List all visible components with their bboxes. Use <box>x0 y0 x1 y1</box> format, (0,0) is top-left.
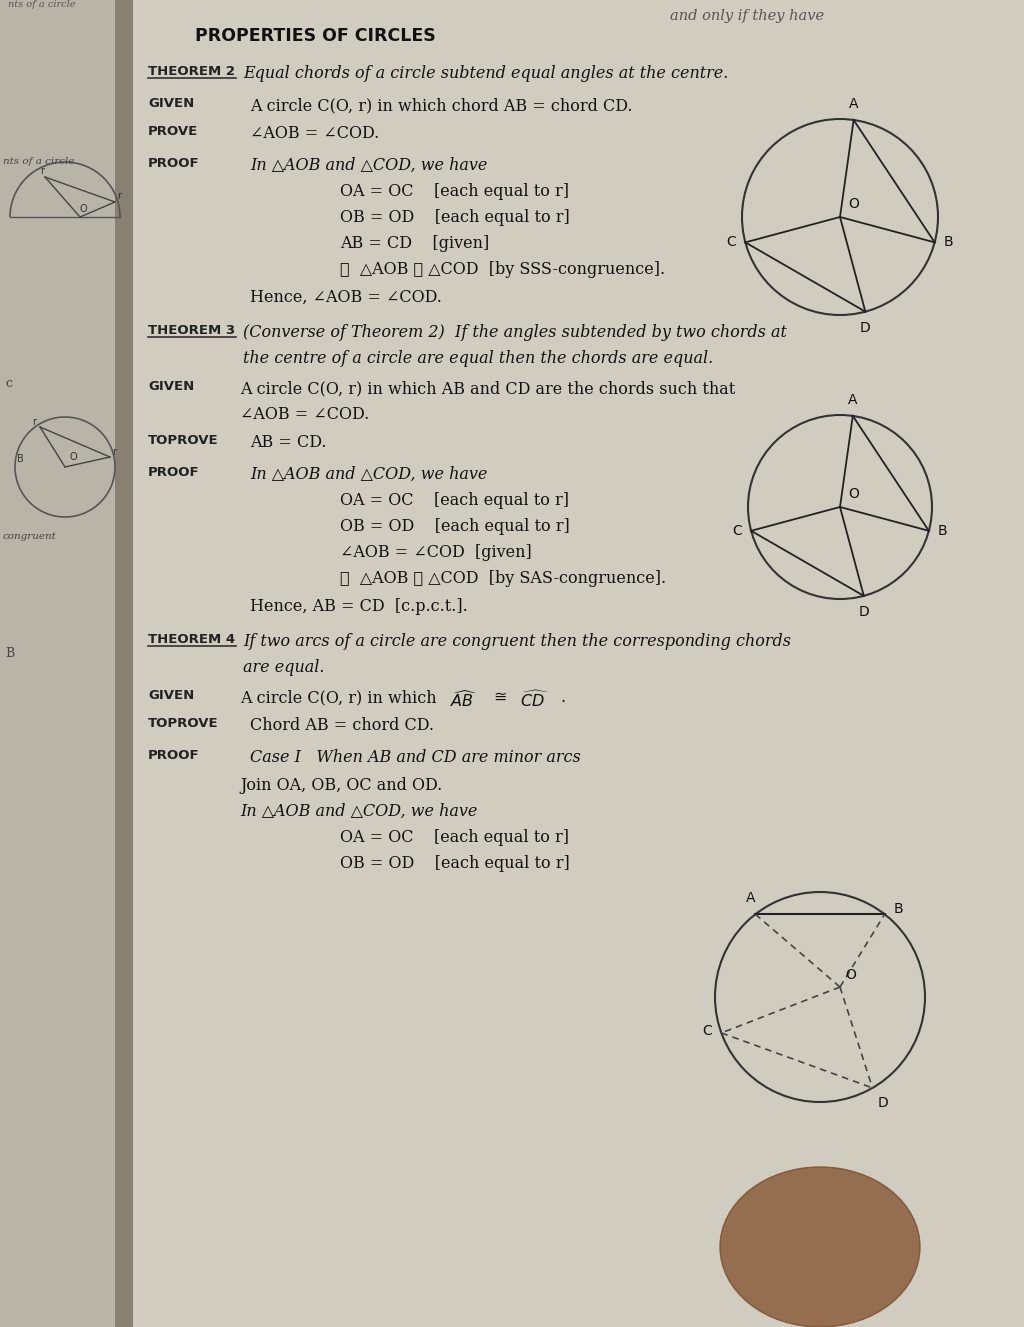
Text: Case I   When AB and CD are minor arcs: Case I When AB and CD are minor arcs <box>250 748 581 766</box>
Text: Equal chords of a circle subtend equal angles at the centre.: Equal chords of a circle subtend equal a… <box>243 65 728 82</box>
Text: $\cong$: $\cong$ <box>490 689 507 705</box>
Text: A: A <box>745 892 755 905</box>
Text: O: O <box>848 196 859 211</box>
Text: C: C <box>702 1024 713 1038</box>
Text: OA = OC    [each equal to r]: OA = OC [each equal to r] <box>340 183 569 200</box>
Text: PROVE: PROVE <box>148 125 199 138</box>
Text: r: r <box>40 166 44 176</box>
Text: In △AOB and △COD, we have: In △AOB and △COD, we have <box>250 466 487 483</box>
Text: A: A <box>849 97 858 111</box>
Text: Join OA, OB, OC and OD.: Join OA, OB, OC and OD. <box>240 778 442 794</box>
Text: c: c <box>5 377 12 390</box>
Text: r: r <box>112 447 116 456</box>
Text: B: B <box>5 648 14 660</box>
Text: nts of a circle: nts of a circle <box>8 0 76 9</box>
Text: AB = CD    [given]: AB = CD [given] <box>340 235 489 252</box>
Text: OA = OC    [each equal to r]: OA = OC [each equal to r] <box>340 829 569 847</box>
Text: ∠AOB = ∠COD.: ∠AOB = ∠COD. <box>240 406 370 423</box>
Bar <box>133 0 1024 1327</box>
Text: PROOF: PROOF <box>148 157 200 170</box>
Text: THEOREM 2: THEOREM 2 <box>148 65 234 78</box>
Text: Chord AB = chord CD.: Chord AB = chord CD. <box>250 717 434 734</box>
Text: In △AOB and △COD, we have: In △AOB and △COD, we have <box>240 803 477 820</box>
Ellipse shape <box>720 1166 920 1327</box>
Text: and only if they have: and only if they have <box>670 9 824 23</box>
Text: (Converse of Theorem 2)  If the angles subtended by two chords at: (Converse of Theorem 2) If the angles su… <box>243 324 786 341</box>
Text: If two arcs of a circle are congruent then the corresponding chords: If two arcs of a circle are congruent th… <box>243 633 791 650</box>
Text: THEOREM 4: THEOREM 4 <box>148 633 236 646</box>
Text: B: B <box>17 454 24 464</box>
Text: ∠AOB = ∠COD  [given]: ∠AOB = ∠COD [given] <box>340 544 531 561</box>
Text: B: B <box>894 902 903 916</box>
Text: A circle C(O, r) in which AB and CD are the chords such that: A circle C(O, r) in which AB and CD are … <box>240 380 735 397</box>
Text: A: A <box>848 393 857 407</box>
Text: nts of a circle: nts of a circle <box>3 157 75 166</box>
Text: TOPROVE: TOPROVE <box>148 434 219 447</box>
Text: A circle C(O, r) in which: A circle C(O, r) in which <box>240 689 436 706</box>
Text: the centre of a circle are equal then the chords are equal.: the centre of a circle are equal then th… <box>243 350 714 368</box>
Text: are equal.: are equal. <box>243 660 325 675</box>
Text: O: O <box>848 487 859 502</box>
Text: D: D <box>878 1096 888 1109</box>
Text: PROOF: PROOF <box>148 748 200 762</box>
Text: PROOF: PROOF <box>148 466 200 479</box>
Text: C: C <box>727 235 736 249</box>
Text: r: r <box>32 417 36 427</box>
Text: O: O <box>845 967 856 982</box>
Text: congruent: congruent <box>3 532 56 541</box>
Text: Hence, AB = CD  [c.p.c.t.].: Hence, AB = CD [c.p.c.t.]. <box>250 598 468 614</box>
Text: r: r <box>117 191 121 200</box>
Text: TOPROVE: TOPROVE <box>148 717 219 730</box>
Text: A circle C(O, r) in which chord AB = chord CD.: A circle C(O, r) in which chord AB = cho… <box>250 97 633 114</box>
Text: B: B <box>938 524 947 537</box>
Text: B: B <box>944 235 953 249</box>
Text: $\widehat{CD}$: $\widehat{CD}$ <box>520 689 548 710</box>
Text: PROPERTIES OF CIRCLES: PROPERTIES OF CIRCLES <box>195 27 436 45</box>
Text: $\widehat{AB}$: $\widehat{AB}$ <box>450 689 477 710</box>
Text: OB = OD    [each equal to r]: OB = OD [each equal to r] <box>340 855 569 872</box>
Text: OB = OD    [each equal to r]: OB = OD [each equal to r] <box>340 208 569 226</box>
Text: GIVEN: GIVEN <box>148 689 195 702</box>
Text: In △AOB and △COD, we have: In △AOB and △COD, we have <box>250 157 487 174</box>
Text: ∠AOB = ∠COD.: ∠AOB = ∠COD. <box>250 125 379 142</box>
Text: ∴  △AOB ≅ △COD  [by SSS-congruence].: ∴ △AOB ≅ △COD [by SSS-congruence]. <box>340 261 666 277</box>
Text: D: D <box>858 605 869 618</box>
Text: Hence, ∠AOB = ∠COD.: Hence, ∠AOB = ∠COD. <box>250 289 442 307</box>
Text: .: . <box>560 689 565 706</box>
Text: GIVEN: GIVEN <box>148 380 195 393</box>
Text: O: O <box>79 204 87 214</box>
Text: OA = OC    [each equal to r]: OA = OC [each equal to r] <box>340 492 569 510</box>
Text: C: C <box>732 524 742 537</box>
Text: OB = OD    [each equal to r]: OB = OD [each equal to r] <box>340 518 569 535</box>
Bar <box>0 0 130 1327</box>
Text: THEOREM 3: THEOREM 3 <box>148 324 236 337</box>
Text: GIVEN: GIVEN <box>148 97 195 110</box>
Text: ∴  △AOB ≅ △COD  [by SAS-congruence].: ∴ △AOB ≅ △COD [by SAS-congruence]. <box>340 571 667 587</box>
Text: D: D <box>860 321 870 334</box>
Text: O: O <box>70 453 78 462</box>
Bar <box>115 0 133 1327</box>
Text: AB = CD.: AB = CD. <box>250 434 327 451</box>
